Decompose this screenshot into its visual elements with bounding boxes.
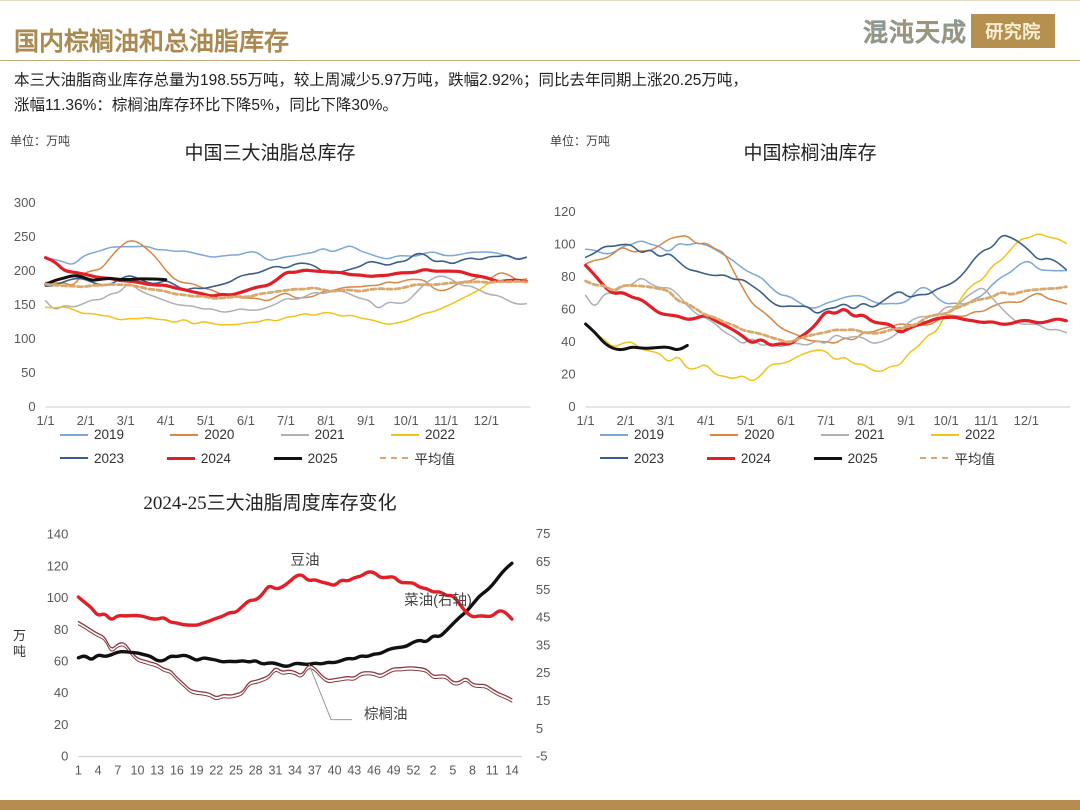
svg-text:34: 34 (288, 764, 302, 778)
svg-text:22: 22 (209, 764, 223, 778)
svg-text:4/1: 4/1 (697, 413, 715, 428)
svg-text:60: 60 (54, 654, 68, 669)
svg-text:8/1: 8/1 (317, 413, 335, 428)
svg-text:65: 65 (536, 554, 550, 569)
svg-text:31: 31 (268, 764, 282, 778)
svg-text:75: 75 (536, 526, 550, 541)
svg-text:250: 250 (14, 229, 36, 244)
svg-text:300: 300 (14, 195, 36, 210)
svg-text:60: 60 (561, 302, 575, 317)
svg-text:40: 40 (328, 764, 342, 778)
svg-text:120: 120 (47, 558, 69, 573)
svg-text:6/1: 6/1 (237, 413, 255, 428)
svg-text:25: 25 (229, 764, 243, 778)
svg-text:12/1: 12/1 (474, 413, 499, 428)
svg-text:2: 2 (430, 764, 437, 778)
svg-text:7/1: 7/1 (817, 413, 835, 428)
svg-text:棕榈油: 棕榈油 (364, 706, 408, 723)
svg-text:10: 10 (131, 764, 145, 778)
svg-text:5: 5 (536, 721, 543, 736)
svg-text:43: 43 (347, 764, 361, 778)
svg-text:16: 16 (170, 764, 184, 778)
svg-text:5/1: 5/1 (737, 413, 755, 428)
svg-text:50: 50 (21, 365, 35, 380)
svg-text:4/1: 4/1 (157, 413, 175, 428)
svg-text:1: 1 (75, 764, 82, 778)
svg-text:菜油(右轴): 菜油(右轴) (404, 592, 472, 609)
svg-text:19: 19 (190, 764, 204, 778)
svg-text:7/1: 7/1 (277, 413, 295, 428)
svg-text:28: 28 (249, 764, 263, 778)
svg-text:7: 7 (114, 764, 121, 778)
svg-text:5/1: 5/1 (197, 413, 215, 428)
svg-text:0: 0 (61, 749, 68, 764)
svg-text:9/1: 9/1 (357, 413, 375, 428)
svg-text:10/1: 10/1 (933, 413, 958, 428)
svg-text:1/1: 1/1 (37, 413, 55, 428)
svg-text:1/1: 1/1 (577, 413, 595, 428)
svg-text:0: 0 (568, 399, 575, 414)
svg-text:12/1: 12/1 (1014, 413, 1039, 428)
svg-text:140: 140 (47, 527, 69, 542)
svg-text:3/1: 3/1 (657, 413, 675, 428)
svg-text:40: 40 (561, 334, 575, 349)
svg-text:8/1: 8/1 (857, 413, 875, 428)
svg-text:35: 35 (536, 637, 550, 652)
svg-text:40: 40 (54, 685, 68, 700)
svg-text:45: 45 (536, 610, 550, 625)
svg-text:-5: -5 (536, 749, 548, 764)
svg-text:11/1: 11/1 (434, 413, 458, 428)
svg-text:9/1: 9/1 (897, 413, 915, 428)
svg-text:52: 52 (406, 764, 420, 778)
svg-text:0: 0 (28, 399, 35, 414)
svg-text:2/1: 2/1 (617, 413, 635, 428)
svg-text:8: 8 (469, 764, 476, 778)
svg-text:3/1: 3/1 (117, 413, 135, 428)
svg-text:120: 120 (554, 204, 576, 219)
svg-text:55: 55 (536, 582, 550, 597)
svg-text:15: 15 (536, 693, 550, 708)
svg-text:2/1: 2/1 (77, 413, 95, 428)
svg-text:5: 5 (449, 764, 456, 778)
svg-text:10/1: 10/1 (393, 413, 418, 428)
svg-text:200: 200 (14, 263, 36, 278)
svg-text:11: 11 (486, 764, 499, 778)
svg-text:豆油: 豆油 (291, 552, 320, 569)
svg-text:11/1: 11/1 (974, 413, 998, 428)
svg-text:150: 150 (14, 297, 36, 312)
svg-text:100: 100 (554, 237, 576, 252)
svg-text:14: 14 (505, 764, 519, 778)
svg-text:100: 100 (14, 331, 36, 346)
svg-text:25: 25 (536, 665, 550, 680)
svg-text:80: 80 (561, 269, 575, 284)
svg-text:49: 49 (387, 764, 401, 778)
svg-text:4: 4 (95, 764, 102, 778)
svg-text:100: 100 (47, 590, 69, 605)
svg-text:20: 20 (561, 367, 575, 382)
svg-text:80: 80 (54, 622, 68, 637)
svg-text:37: 37 (308, 764, 322, 778)
svg-text:46: 46 (367, 764, 381, 778)
svg-text:13: 13 (150, 764, 164, 778)
svg-text:20: 20 (54, 717, 68, 732)
svg-text:6/1: 6/1 (777, 413, 795, 428)
